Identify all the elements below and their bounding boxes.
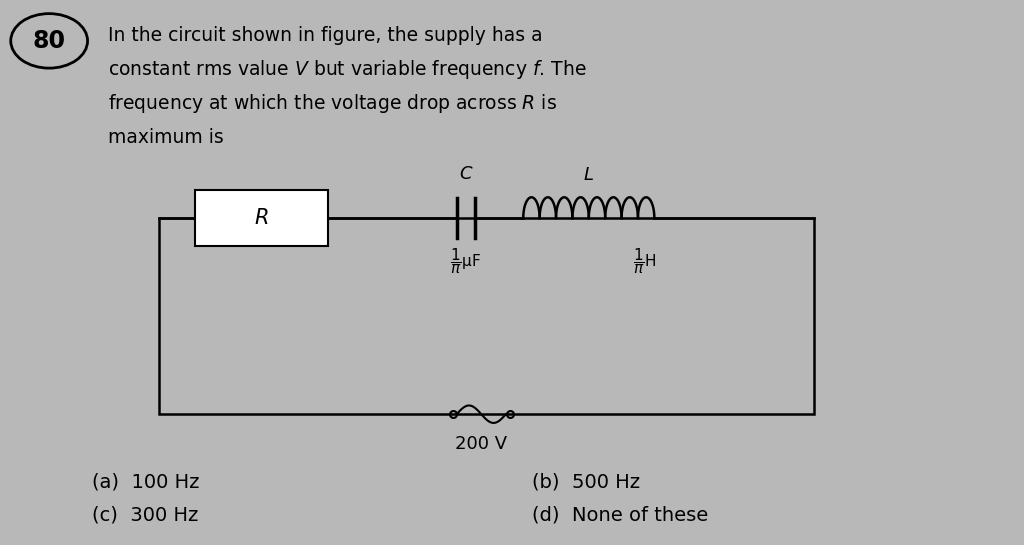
Text: constant rms value $V$ but variable frequency $f$. The: constant rms value $V$ but variable freq… bbox=[108, 58, 586, 81]
Text: In the circuit shown in figure, the supply has a: In the circuit shown in figure, the supp… bbox=[108, 26, 542, 45]
Text: $R$: $R$ bbox=[254, 208, 268, 228]
Text: $C$: $C$ bbox=[459, 165, 473, 183]
Text: maximum is: maximum is bbox=[108, 128, 223, 147]
Text: 200 V: 200 V bbox=[456, 435, 507, 453]
Text: $L$: $L$ bbox=[584, 166, 594, 184]
Bar bbox=[159, 218, 814, 414]
Text: (c)  300 Hz: (c) 300 Hz bbox=[92, 506, 199, 524]
Text: $\dfrac{1}{\pi}$μF: $\dfrac{1}{\pi}$μF bbox=[451, 246, 481, 276]
FancyBboxPatch shape bbox=[195, 190, 328, 246]
Text: frequency at which the voltage drop across $R$ is: frequency at which the voltage drop acro… bbox=[108, 92, 557, 115]
Text: (a)  100 Hz: (a) 100 Hz bbox=[92, 473, 200, 492]
Text: 80: 80 bbox=[33, 29, 66, 53]
Text: $\dfrac{1}{\pi}$H: $\dfrac{1}{\pi}$H bbox=[633, 246, 657, 276]
Text: (d)  None of these: (d) None of these bbox=[532, 506, 709, 524]
Text: (b)  500 Hz: (b) 500 Hz bbox=[532, 473, 641, 492]
